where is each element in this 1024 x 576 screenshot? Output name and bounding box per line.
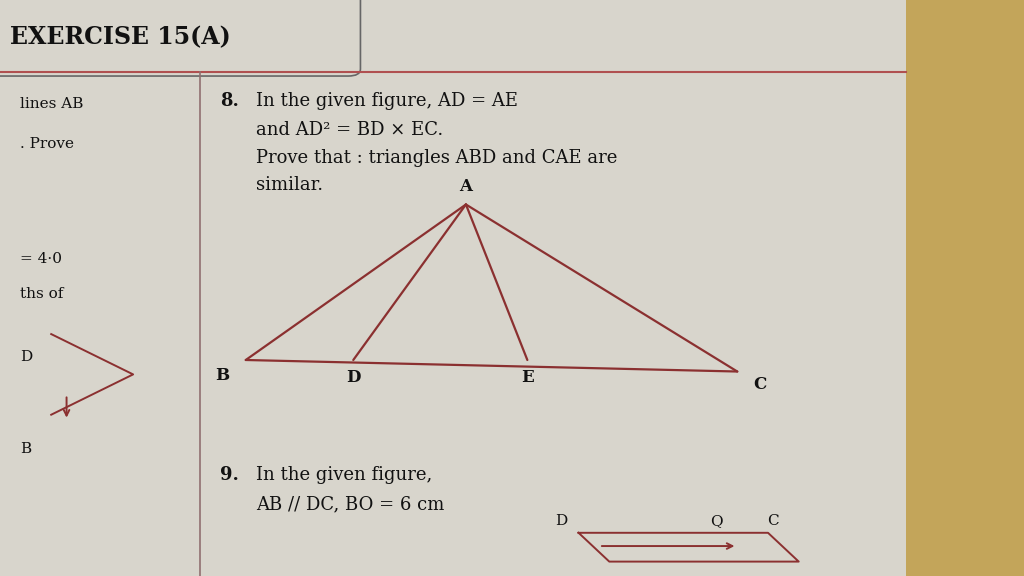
Text: ths of: ths of xyxy=(20,287,63,301)
Text: 9.: 9. xyxy=(220,466,239,484)
Text: . Prove: . Prove xyxy=(20,137,75,151)
Text: D: D xyxy=(346,369,360,386)
Text: Q: Q xyxy=(711,514,723,528)
Text: lines AB: lines AB xyxy=(20,97,84,111)
Text: C: C xyxy=(767,514,779,528)
Text: In the given figure, AD = AE: In the given figure, AD = AE xyxy=(256,92,518,110)
Text: Prove that : triangles ABD and CAE are: Prove that : triangles ABD and CAE are xyxy=(256,149,617,168)
Text: similar.: similar. xyxy=(256,176,324,195)
Text: B: B xyxy=(20,442,32,456)
Text: B: B xyxy=(215,367,229,384)
Text: In the given figure,: In the given figure, xyxy=(256,466,432,484)
Text: C: C xyxy=(754,376,767,393)
Text: D: D xyxy=(20,350,33,364)
Text: D: D xyxy=(555,514,567,528)
Text: 8.: 8. xyxy=(220,92,239,110)
Bar xyxy=(906,0,1024,576)
Text: A: A xyxy=(460,178,472,195)
Text: = 4·0: = 4·0 xyxy=(20,252,62,266)
Text: AB // DC, BO = 6 cm: AB // DC, BO = 6 cm xyxy=(256,495,444,513)
FancyBboxPatch shape xyxy=(0,0,360,76)
Text: and AD² = BD × EC.: and AD² = BD × EC. xyxy=(256,120,443,139)
Text: EXERCISE 15(A): EXERCISE 15(A) xyxy=(10,25,231,50)
Bar xyxy=(0,0,906,576)
Text: E: E xyxy=(521,369,534,386)
